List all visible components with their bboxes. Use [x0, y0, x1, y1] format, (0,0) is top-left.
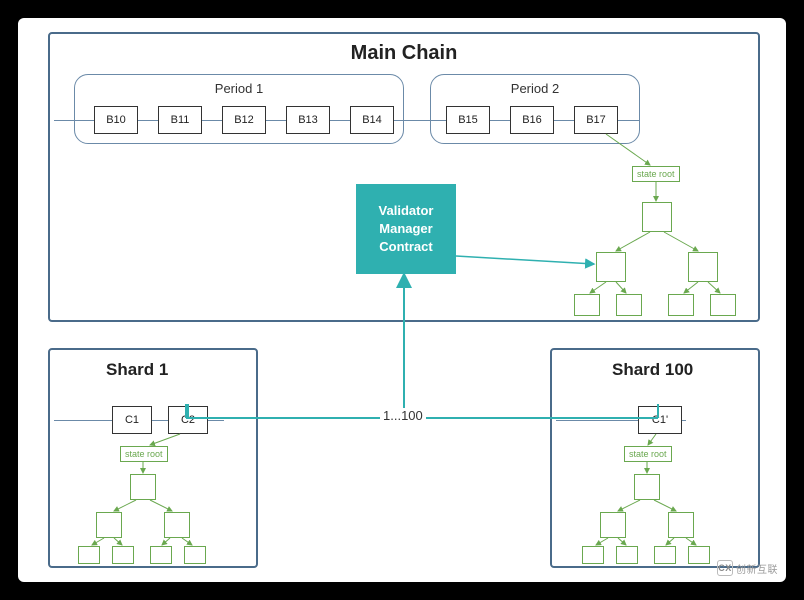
block-b13: B13: [286, 106, 330, 134]
watermark: CX 创新互联: [717, 560, 778, 576]
s1-tree-rl: [150, 546, 172, 564]
period-2-label: Period 2: [431, 81, 639, 96]
s1-tree-l: [96, 512, 122, 538]
block-b10: B10: [94, 106, 138, 134]
shard100-c1p: C1': [638, 406, 682, 434]
tree-root-main: [642, 202, 672, 232]
vmc-line3: Contract: [379, 238, 432, 256]
period-1-label: Period 1: [75, 81, 403, 96]
s1-tree-rr: [184, 546, 206, 564]
shard-range-label: 1...100: [380, 408, 426, 423]
block-b12: B12: [222, 106, 266, 134]
s1-tree-root: [130, 474, 156, 500]
block-b17: B17: [574, 106, 618, 134]
shard-1-box: Shard 1 C1 C2 state root: [48, 348, 258, 568]
shard1-c2: C2: [168, 406, 208, 434]
vmc-line1: Validator: [379, 202, 434, 220]
block-b15: B15: [446, 106, 490, 134]
tree-l-main: [596, 252, 626, 282]
shard-100-title: Shard 100: [612, 360, 693, 380]
s100-tree-l: [600, 512, 626, 538]
s100-tree-lr: [616, 546, 638, 564]
main-chain-container: Main Chain Period 1 Period 2 B10 B11 B12…: [48, 32, 760, 322]
diagram-canvas: Main Chain Period 1 Period 2 B10 B11 B12…: [18, 18, 786, 582]
s100-tree-rl: [654, 546, 676, 564]
watermark-text: 创新互联: [736, 561, 778, 576]
block-b11: B11: [158, 106, 202, 134]
shard1-c1: C1: [112, 406, 152, 434]
vmc-line2: Manager: [379, 220, 432, 238]
s1-tree-r: [164, 512, 190, 538]
s1-tree-lr: [112, 546, 134, 564]
main-chain-title: Main Chain: [50, 42, 758, 65]
validator-manager-contract-box: Validator Manager Contract: [356, 184, 456, 274]
s100-tree-r: [668, 512, 694, 538]
watermark-icon: CX: [717, 560, 733, 576]
tree-rl-main: [668, 294, 694, 316]
s1-tree-ll: [78, 546, 100, 564]
tree-rr-main: [710, 294, 736, 316]
block-b16: B16: [510, 106, 554, 134]
s100-tree-ll: [582, 546, 604, 564]
state-root-label-s1: state root: [120, 446, 168, 462]
block-b14: B14: [350, 106, 394, 134]
state-root-label-s100: state root: [624, 446, 672, 462]
tree-ll-main: [574, 294, 600, 316]
tree-r-main: [688, 252, 718, 282]
state-root-label-main: state root: [632, 166, 680, 182]
shard-100-box: Shard 100 C1' state root: [550, 348, 760, 568]
s100-tree-rr: [688, 546, 710, 564]
shard-1-title: Shard 1: [106, 360, 168, 380]
s100-tree-root: [634, 474, 660, 500]
tree-lr-main: [616, 294, 642, 316]
